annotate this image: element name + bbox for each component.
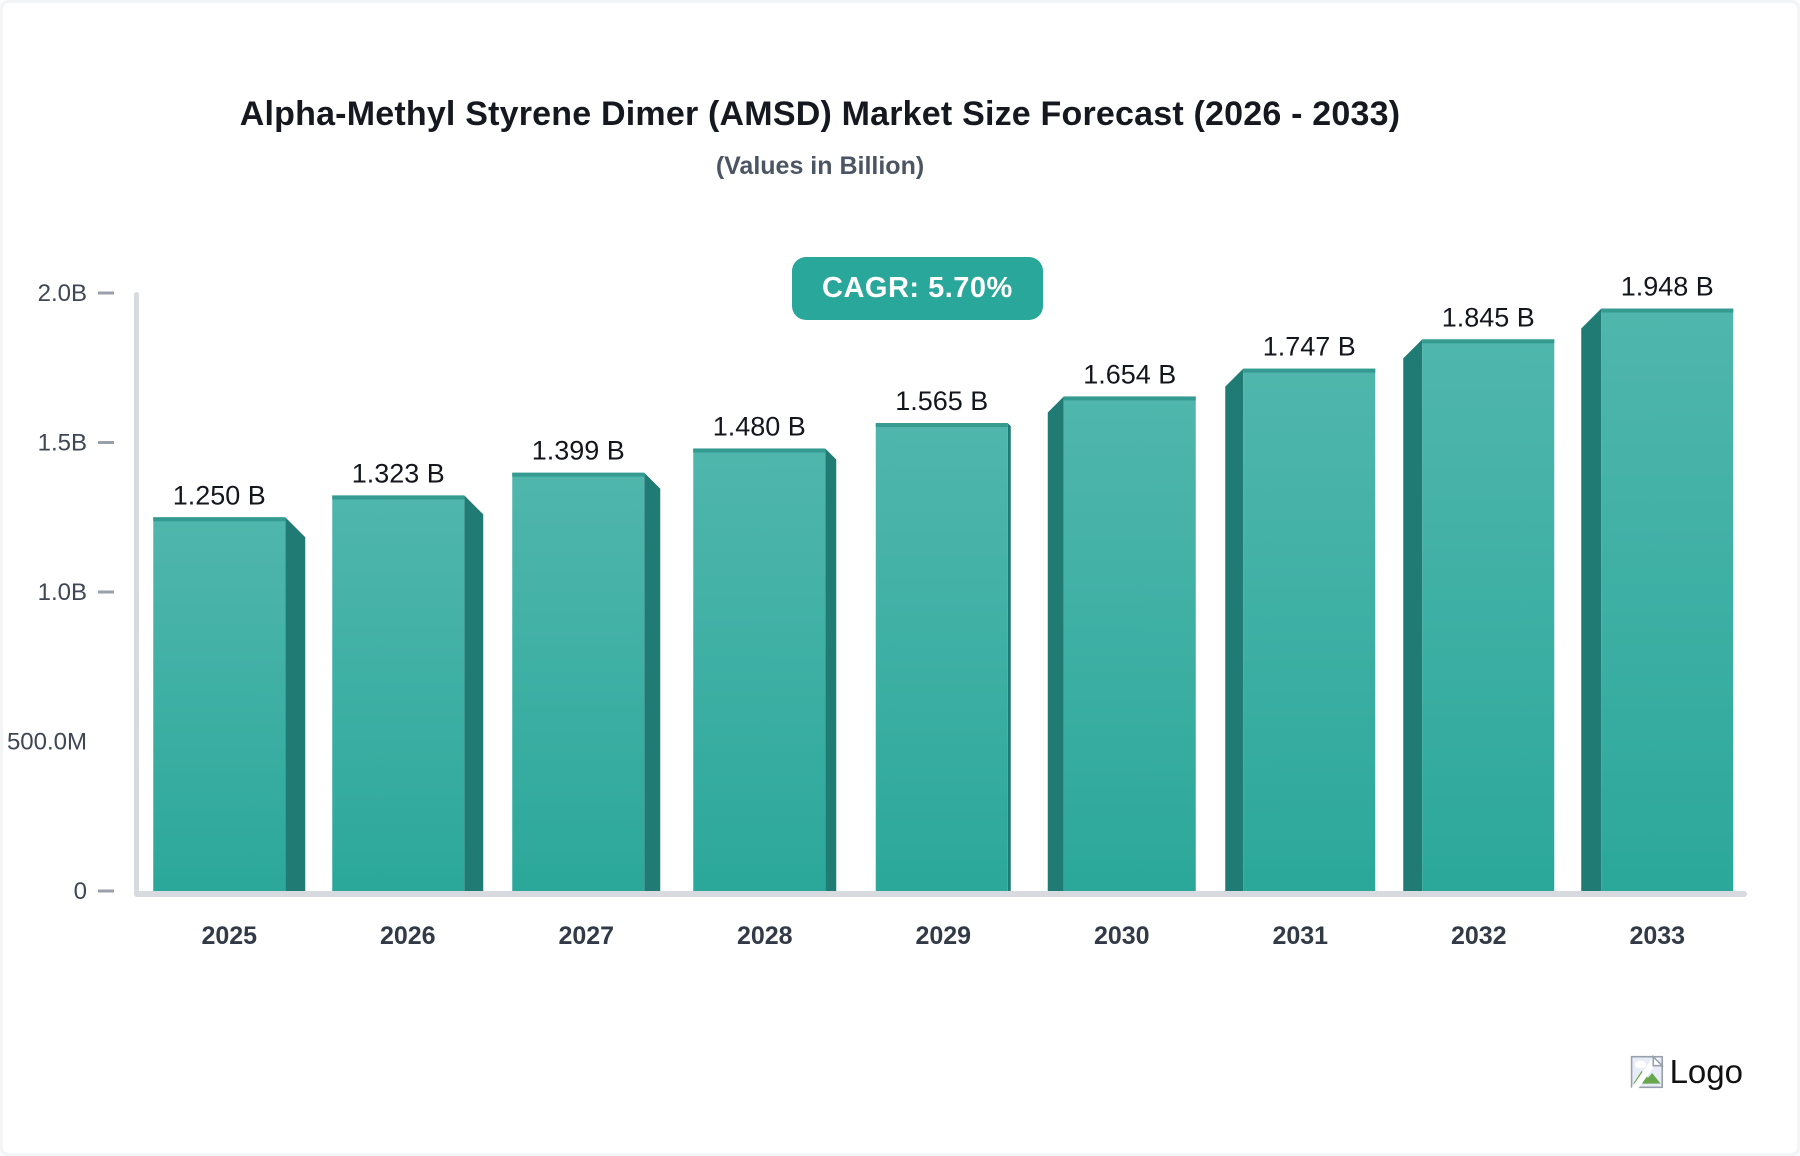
bar-2033[interactable]: 1.948 B 2033 — [1581, 272, 1734, 950]
y-axis-label-0: 2.0B — [38, 280, 87, 307]
x-axis-label-2028: 2028 — [737, 922, 793, 950]
logo-alt-text: Logo — [1669, 1053, 1743, 1090]
bar-side-face — [644, 472, 661, 891]
y-axis-label-3: 500.0M — [7, 729, 87, 756]
bar-2030[interactable]: 1.654 B 2030 — [1047, 359, 1196, 950]
bar-2031[interactable]: 1.747 B 2031 — [1225, 332, 1376, 950]
x-axis-label-2026: 2026 — [380, 922, 436, 950]
bar-top-edge — [332, 495, 465, 500]
bar-value-label: 1.948 B — [1621, 272, 1714, 302]
bar-side-face — [1581, 308, 1602, 892]
bar-2032[interactable]: 1.845 B 2032 — [1403, 302, 1555, 950]
bar-front-face — [332, 495, 465, 891]
bar-value-label: 1.654 B — [1083, 359, 1176, 389]
logo: Logo — [1630, 1053, 1743, 1091]
x-axis-label-2031: 2031 — [1272, 922, 1328, 950]
bar-top-edge — [153, 517, 286, 522]
x-axis-label-2033: 2033 — [1629, 922, 1685, 950]
bar-side-face — [1007, 423, 1011, 891]
bar-value-label: 1.480 B — [713, 411, 806, 441]
cagr-badge: CAGR: 5.70% — [792, 257, 1043, 320]
y-axis-label-1: 1.5B — [38, 430, 87, 457]
bar-top-edge — [1601, 308, 1734, 313]
x-axis-label-2030: 2030 — [1094, 922, 1150, 950]
bar-front-face — [1422, 339, 1555, 892]
bar-side-face — [285, 517, 306, 891]
bar-value-label: 1.250 B — [173, 480, 266, 510]
bar-2025[interactable]: 1.250 B 2025 — [153, 480, 306, 950]
bar-top-edge — [875, 423, 1008, 428]
bar-front-face — [1063, 396, 1196, 891]
bar-side-face — [825, 448, 837, 891]
bar-2026[interactable]: 1.323 B 2026 — [332, 458, 484, 950]
bar-top-edge — [1063, 396, 1196, 401]
bar-2027[interactable]: 1.399 B 2027 — [512, 436, 661, 950]
bar-side-face — [464, 495, 484, 891]
bar-value-label: 1.845 B — [1442, 302, 1535, 332]
bar-value-label: 1.323 B — [352, 458, 445, 488]
bar-front-face — [1601, 308, 1734, 892]
bar-front-face — [153, 517, 286, 891]
bar-value-label: 1.399 B — [532, 436, 625, 466]
x-axis-label-2027: 2027 — [558, 922, 614, 950]
bar-front-face — [693, 448, 826, 891]
x-axis-line — [134, 891, 1747, 897]
bar-side-face — [1403, 339, 1423, 892]
bar-side-face — [1047, 396, 1064, 891]
bar-2029[interactable]: 1.565 B 2029 — [875, 386, 1011, 950]
x-axis-label-2032: 2032 — [1451, 922, 1507, 950]
bar-chart-plot: 2.0B 1.5B 1.0B 500.0M 0 1.250 B 2025 1.323 B 202… — [7, 272, 1747, 950]
y-axis-label-2: 1.0B — [38, 579, 87, 606]
bar-front-face — [875, 423, 1008, 891]
y-axis-label-4: 0 — [74, 878, 87, 905]
bar-value-label: 1.565 B — [895, 386, 988, 416]
bar-top-edge — [1422, 339, 1555, 344]
bar-front-face — [512, 472, 645, 891]
bar-top-edge — [693, 448, 826, 453]
bar-top-edge — [1243, 368, 1376, 373]
bar-value-label: 1.747 B — [1263, 332, 1356, 362]
y-axis-line — [134, 292, 139, 896]
bar-2028[interactable]: 1.480 B 2028 — [693, 411, 837, 950]
broken-image-icon — [1630, 1055, 1664, 1089]
x-axis-label-2025: 2025 — [201, 922, 257, 950]
bar-front-face — [1243, 368, 1376, 892]
bar-side-face — [1225, 368, 1244, 892]
x-axis-label-2029: 2029 — [915, 922, 971, 950]
bar-top-edge — [512, 472, 645, 477]
